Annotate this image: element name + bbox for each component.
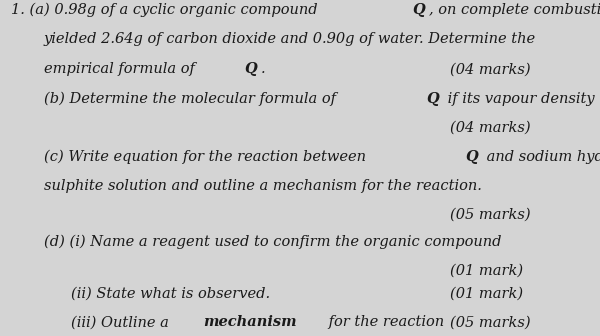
- Text: .: .: [261, 62, 266, 76]
- Text: if its vapour density is 49: if its vapour density is 49: [443, 92, 600, 106]
- Text: 1. (a) 0.98g of a cyclic organic compound: 1. (a) 0.98g of a cyclic organic compoun…: [11, 2, 322, 17]
- Text: , on complete combustion: , on complete combustion: [429, 3, 600, 17]
- Text: mechanism: mechanism: [203, 315, 296, 329]
- Text: (c) Write equation for the reaction between: (c) Write equation for the reaction betw…: [44, 150, 370, 164]
- Text: Q: Q: [412, 3, 425, 17]
- Text: Q: Q: [465, 150, 478, 164]
- Text: and sodium hydrogen: and sodium hydrogen: [482, 150, 600, 164]
- Text: (01 mark): (01 mark): [450, 263, 523, 277]
- Text: (iii) Outline a: (iii) Outline a: [71, 315, 173, 329]
- Text: (05 marks): (05 marks): [450, 315, 530, 329]
- Text: (05 marks): (05 marks): [450, 208, 530, 222]
- Text: (ii) State what is observed.: (ii) State what is observed.: [71, 287, 270, 301]
- Text: yielded 2.64g of carbon dioxide and 0.90g of water. Determine the: yielded 2.64g of carbon dioxide and 0.90…: [44, 32, 536, 46]
- Text: empirical formula of: empirical formula of: [44, 62, 199, 76]
- Text: Q: Q: [427, 92, 439, 106]
- Text: (04 marks): (04 marks): [450, 62, 530, 76]
- Text: (01 mark): (01 mark): [450, 287, 523, 301]
- Text: for the reaction: for the reaction: [324, 315, 444, 329]
- Text: (04 marks): (04 marks): [450, 120, 530, 134]
- Text: (b) Determine the molecular formula of: (b) Determine the molecular formula of: [44, 91, 340, 106]
- Text: (d) (i) Name a reagent used to confirm the organic compound: (d) (i) Name a reagent used to confirm t…: [44, 235, 506, 249]
- Text: sulphite solution and outline a mechanism for the reaction.: sulphite solution and outline a mechanis…: [44, 178, 482, 193]
- Text: Q: Q: [244, 62, 257, 76]
